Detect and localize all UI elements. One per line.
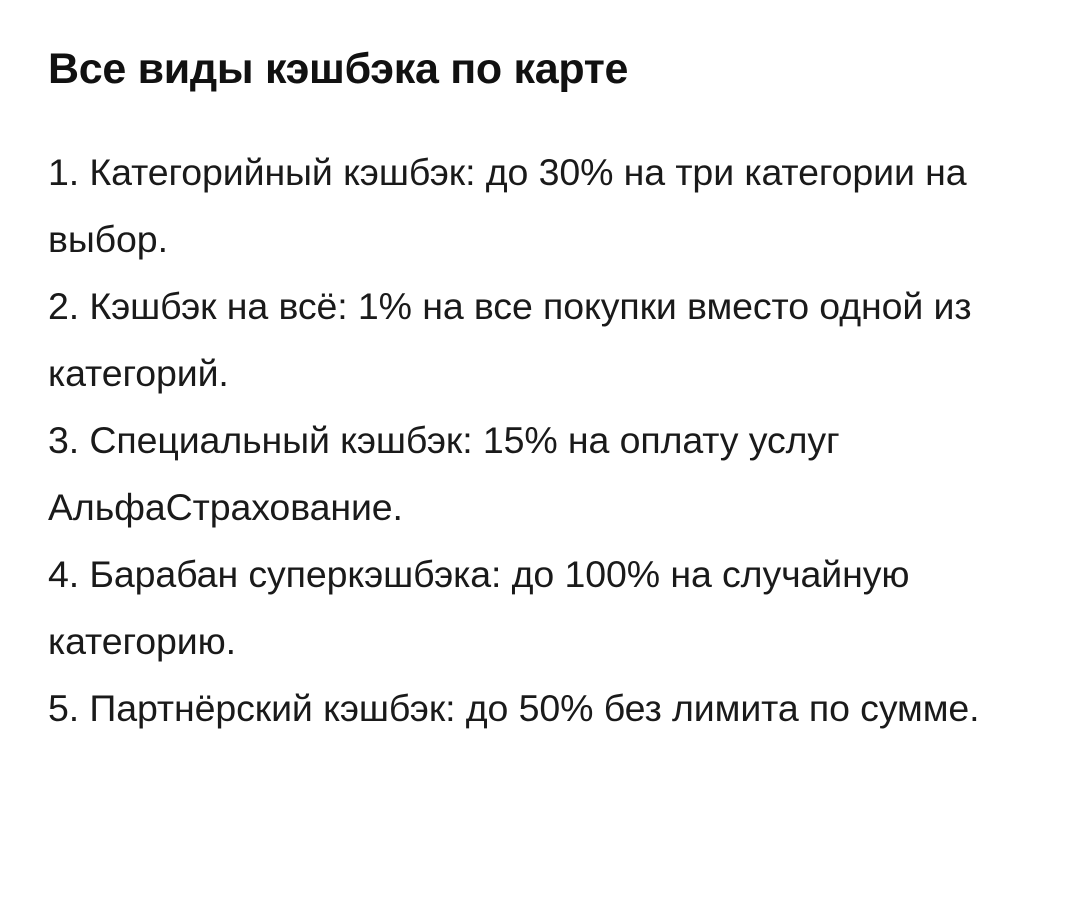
cashback-types-list: 1. Категорийный кэшбэк: до 30% на три ка…: [48, 139, 996, 742]
list-item: 1. Категорийный кэшбэк: до 30% на три ка…: [48, 150, 967, 260]
list-item: 4. Барабан суперкэшбэка: до 100% на случ…: [48, 552, 910, 662]
page-title: Все виды кэшбэка по карте: [48, 45, 629, 93]
list-item: 5. Партнёрский кэшбэк: до 50% без лимита…: [48, 686, 980, 729]
list-item: 3. Специальный кэшбэк: 15% на оплату усл…: [48, 418, 840, 528]
list-item: 2. Кэшбэк на всё: 1% на все покупки вмес…: [48, 284, 972, 394]
